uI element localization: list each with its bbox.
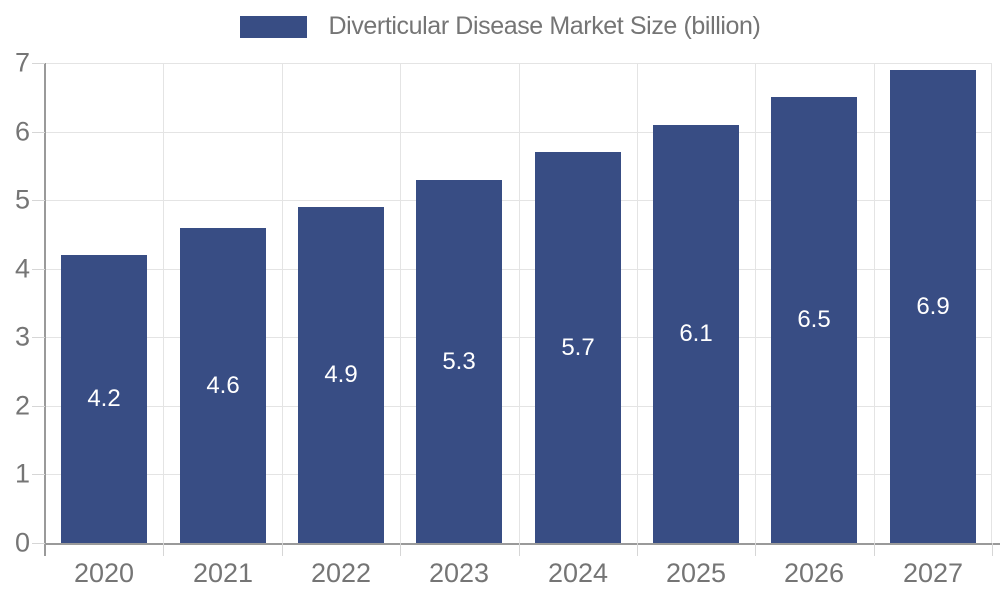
- bar-value-label: 6.1: [679, 320, 713, 347]
- plot-area: 4.2 4.6 4.9 5.3 5.7 6.1 6.5 6.9: [45, 63, 992, 543]
- x-tick-label: 2023: [428, 558, 490, 588]
- bar-value-label: 4.2: [87, 385, 121, 412]
- x-tick-label: 2020: [73, 558, 135, 588]
- y-tick-label: 4: [14, 253, 30, 284]
- bar-value-label: 6.9: [916, 292, 950, 320]
- y-tick-label: 7: [14, 47, 30, 78]
- v-gridline: [519, 63, 520, 543]
- x-axis-tick: [519, 543, 520, 556]
- bar-value-label: 4.6: [206, 371, 240, 399]
- h-gridline: [45, 132, 992, 133]
- v-gridline: [991, 63, 992, 543]
- v-gridline: [282, 63, 283, 543]
- bar[interactable]: 6.5: [771, 97, 857, 543]
- bar[interactable]: 6.9: [890, 70, 976, 543]
- y-axis-tick: [32, 132, 45, 133]
- x-tick-label: 2027: [902, 558, 964, 588]
- y-axis-line: [44, 63, 46, 556]
- x-axis-tick: [163, 543, 164, 556]
- bar-value-label: 5.7: [561, 333, 595, 361]
- v-gridline: [400, 63, 401, 543]
- h-gridline: [45, 337, 992, 338]
- bar[interactable]: 5.7: [535, 152, 621, 543]
- y-axis-tick: [32, 474, 45, 475]
- y-tick-label: 0: [14, 527, 30, 558]
- h-gridline: [45, 406, 992, 407]
- bar[interactable]: 5.3: [416, 180, 502, 543]
- y-axis-tick: [32, 63, 45, 64]
- x-axis-tick: [637, 543, 638, 556]
- x-axis-line: [44, 543, 1000, 545]
- legend-label: Diverticular Disease Market Size (billio…: [328, 12, 761, 40]
- v-gridline: [874, 63, 875, 543]
- bar-value-label: 5.3: [442, 347, 476, 375]
- bar-value-label: 4.9: [324, 361, 358, 388]
- y-tick-label: 6: [14, 116, 30, 147]
- y-axis-tick: [32, 269, 45, 270]
- bar[interactable]: 4.2: [61, 255, 147, 543]
- v-gridline: [163, 63, 164, 543]
- x-tick-label: 2022: [310, 558, 372, 588]
- x-tick-label: 2021: [192, 558, 254, 588]
- bar-value-label: 6.5: [797, 306, 831, 333]
- h-gridline: [45, 200, 992, 201]
- y-tick-label: 3: [14, 321, 30, 352]
- y-axis-tick: [32, 406, 45, 407]
- y-axis-tick: [32, 543, 45, 544]
- y-axis-tick: [32, 337, 45, 338]
- x-tick-label: 2026: [783, 558, 845, 588]
- y-axis-tick: [32, 200, 45, 201]
- x-axis-tick: [755, 543, 756, 556]
- legend[interactable]: Diverticular Disease Market Size (billio…: [0, 12, 1000, 41]
- h-gridline: [45, 63, 992, 64]
- x-axis-tick: [400, 543, 401, 556]
- bar[interactable]: 4.9: [298, 207, 384, 543]
- y-tick-label: 1: [14, 458, 30, 489]
- h-gridline: [45, 269, 992, 270]
- bar[interactable]: 4.6: [180, 228, 266, 543]
- x-axis-tick: [282, 543, 283, 556]
- bar[interactable]: 6.1: [653, 125, 739, 543]
- x-axis-tick: [992, 543, 993, 556]
- v-gridline: [755, 63, 756, 543]
- x-tick-label: 2024: [547, 558, 609, 588]
- x-axis-tick: [874, 543, 875, 556]
- v-gridline: [637, 63, 638, 543]
- x-tick-label: 2025: [665, 558, 727, 588]
- legend-swatch-icon: [239, 15, 307, 38]
- y-tick-label: 5: [14, 184, 30, 215]
- h-gridline: [45, 474, 992, 475]
- y-tick-label: 2: [14, 390, 30, 421]
